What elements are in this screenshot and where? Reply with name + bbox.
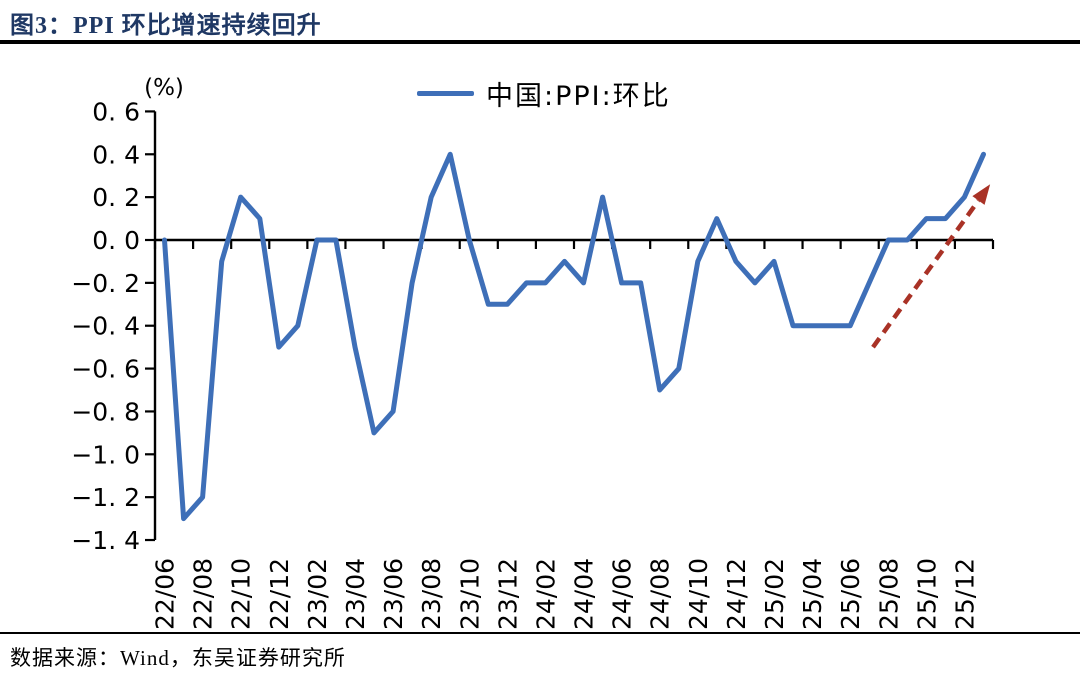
x-tick-label: 23/02 <box>303 558 332 630</box>
ppi-series-line <box>162 151 986 522</box>
x-tick-label: 22/12 <box>265 558 294 630</box>
x-tick-label: 22/06 <box>151 558 180 630</box>
y-tick-label: 0. 6 <box>92 97 140 126</box>
forecast-arrowhead <box>972 184 991 205</box>
x-tick-label: 25/04 <box>798 558 827 630</box>
legend-line-swatch <box>417 91 474 96</box>
x-tick-label: 23/06 <box>379 558 408 630</box>
unit-label: (%) <box>144 75 184 101</box>
page-title: 图3：PPI 环比增速持续回升 <box>10 13 322 39</box>
x-tick-label: 24/08 <box>646 558 675 630</box>
x-tick-label: 23/04 <box>341 558 370 630</box>
legend-label: 中国:PPI:环比 <box>486 81 671 112</box>
y-tick-label: −1. 2 <box>71 483 140 512</box>
x-tick-label: 25/02 <box>760 558 789 630</box>
forecast-arrow <box>871 199 981 349</box>
y-tick-label: 0. 0 <box>92 226 140 255</box>
title-divider <box>0 40 1080 44</box>
x-tick-label: 24/10 <box>684 558 713 630</box>
y-tick-label: −0. 4 <box>71 312 140 341</box>
x-tick-label: 22/10 <box>227 558 256 630</box>
footer-divider <box>0 632 1080 634</box>
y-tick-label: −1. 0 <box>71 440 140 469</box>
legend: 中国:PPI:环比 <box>417 74 671 113</box>
y-tick-label: −1. 4 <box>71 526 140 555</box>
x-tick-label: 23/08 <box>417 558 446 630</box>
y-tick-label: 0. 4 <box>92 140 140 169</box>
y-tick-label: −0. 8 <box>71 397 140 426</box>
data-source: 数据来源：Wind，东吴证券研究所 <box>10 646 346 670</box>
y-tick-label: −0. 6 <box>71 355 140 384</box>
x-tick-label: 25/06 <box>836 558 865 630</box>
x-tick-label: 24/06 <box>608 558 637 630</box>
x-tick-label: 23/10 <box>455 558 484 630</box>
x-tick-label: 24/04 <box>570 558 599 630</box>
x-tick-label: 25/10 <box>912 558 941 630</box>
x-tick-label: 24/02 <box>531 558 560 630</box>
y-tick-label: 0. 2 <box>92 183 140 212</box>
x-tick-label: 24/12 <box>722 558 751 630</box>
x-tick-label: 22/08 <box>189 558 218 630</box>
x-tick-label: 25/08 <box>874 558 903 630</box>
x-tick-label: 23/12 <box>493 558 522 630</box>
y-tick-label: −0. 2 <box>71 269 140 298</box>
x-tick-label: 25/12 <box>950 558 979 630</box>
